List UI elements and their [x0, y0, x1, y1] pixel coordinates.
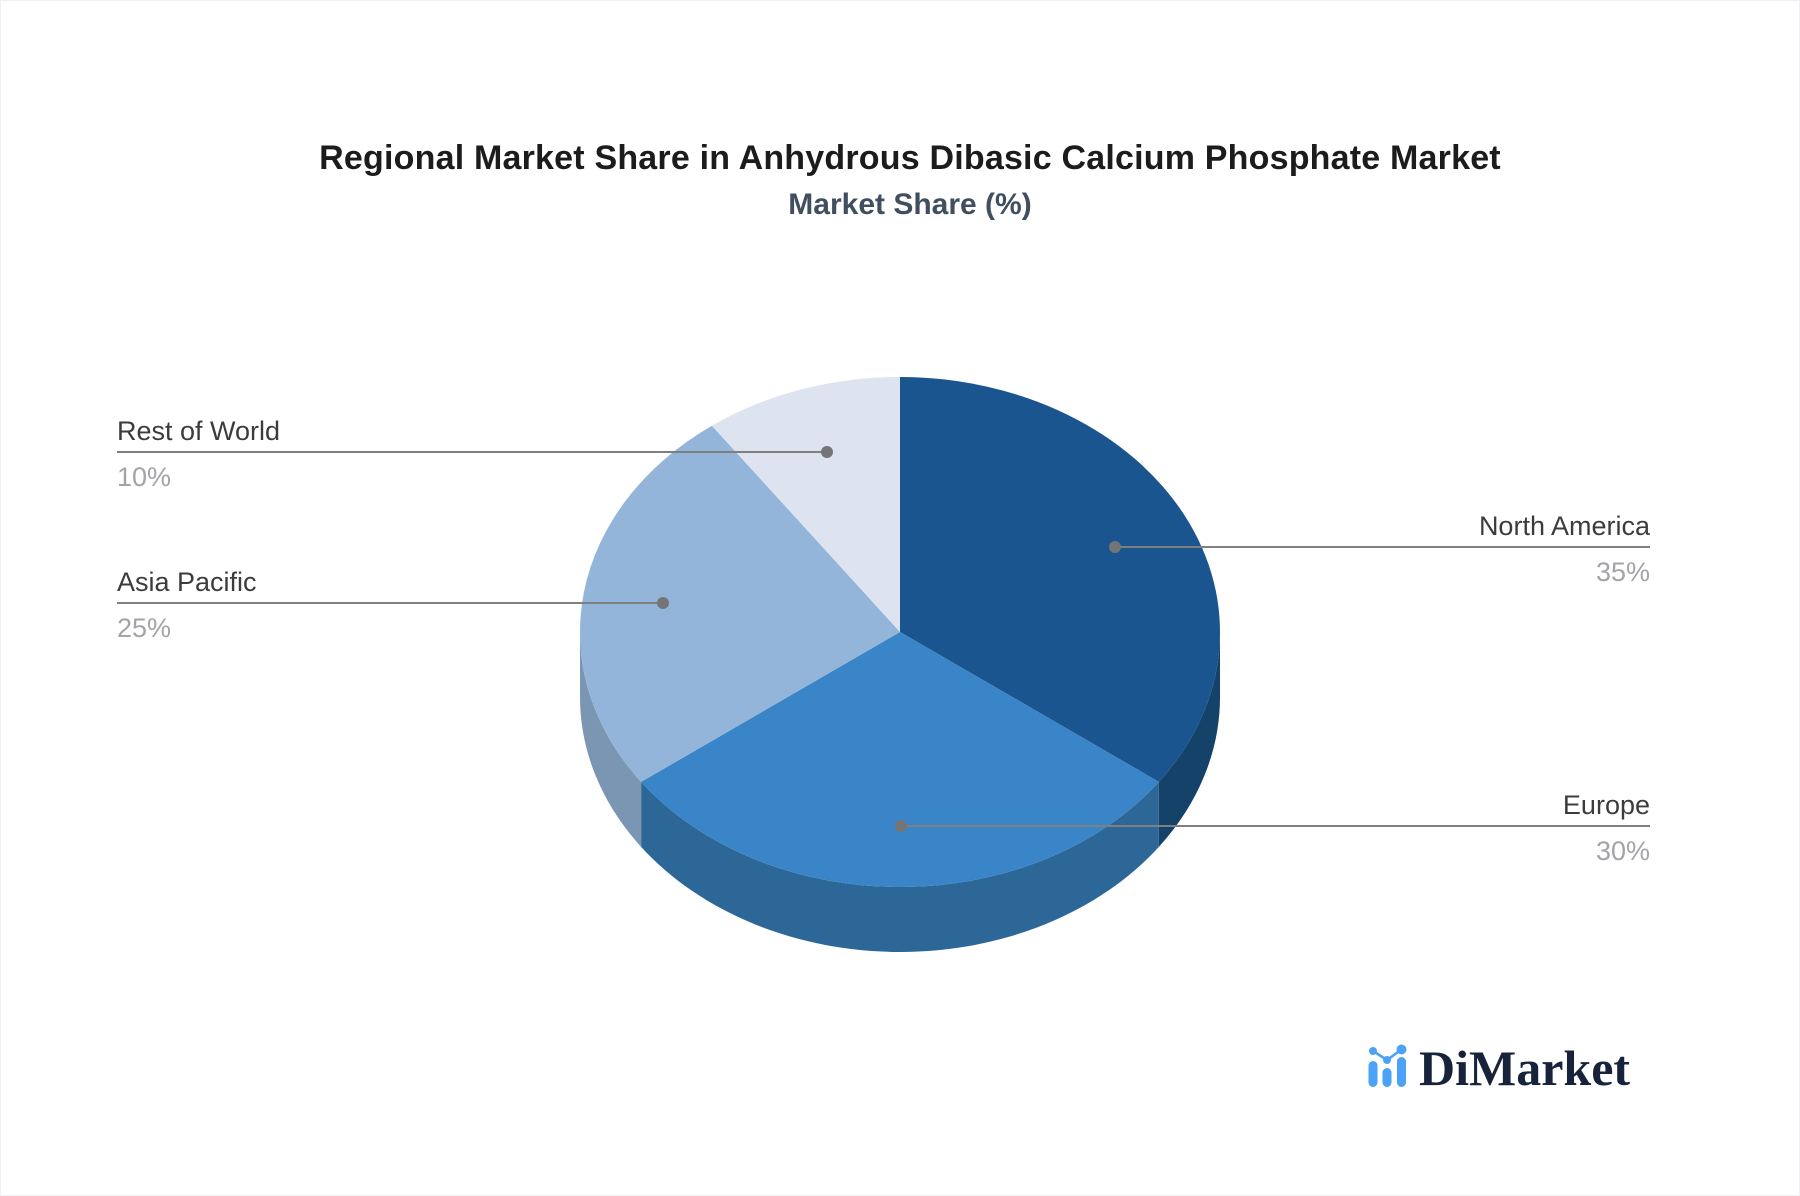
pie-slice-north-america-side[interactable] [1158, 632, 1220, 847]
leader-line [901, 825, 1650, 827]
slice-percent: 35% [1595, 557, 1650, 587]
leader-line [1115, 546, 1650, 548]
slice-label: Rest of World [117, 416, 281, 446]
pie-slice-asia-pacific[interactable] [580, 425, 900, 782]
pie-slice-europe-side[interactable] [641, 781, 1159, 952]
leader-line [117, 602, 663, 604]
bar-line-chart-icon [1368, 1044, 1407, 1087]
slice-label: Asia Pacific [117, 567, 257, 597]
pie-slice-rest-of-world[interactable] [711, 377, 900, 632]
leader-line [117, 451, 827, 453]
leader-dot [895, 820, 907, 832]
slice-percent: 25% [117, 613, 172, 643]
leader-dot [1109, 541, 1121, 553]
chart-subtitle: Market Share (%) [788, 188, 1032, 221]
slice-percent: 30% [1595, 836, 1650, 866]
slice-label: Europe [1562, 790, 1650, 820]
slice-label: North America [1478, 511, 1650, 541]
logo-text: DiMarket [1419, 1040, 1631, 1096]
pie-slice-asia-pacific-side[interactable] [580, 632, 642, 847]
chart-title: Regional Market Share in Anhydrous Dibas… [319, 139, 1501, 177]
slice-percent: 10% [117, 462, 172, 492]
leader-dot [821, 446, 833, 458]
pie-slice-north-america[interactable] [900, 377, 1221, 782]
pie-slice-europe[interactable] [641, 632, 1159, 887]
leader-dot [657, 597, 669, 609]
